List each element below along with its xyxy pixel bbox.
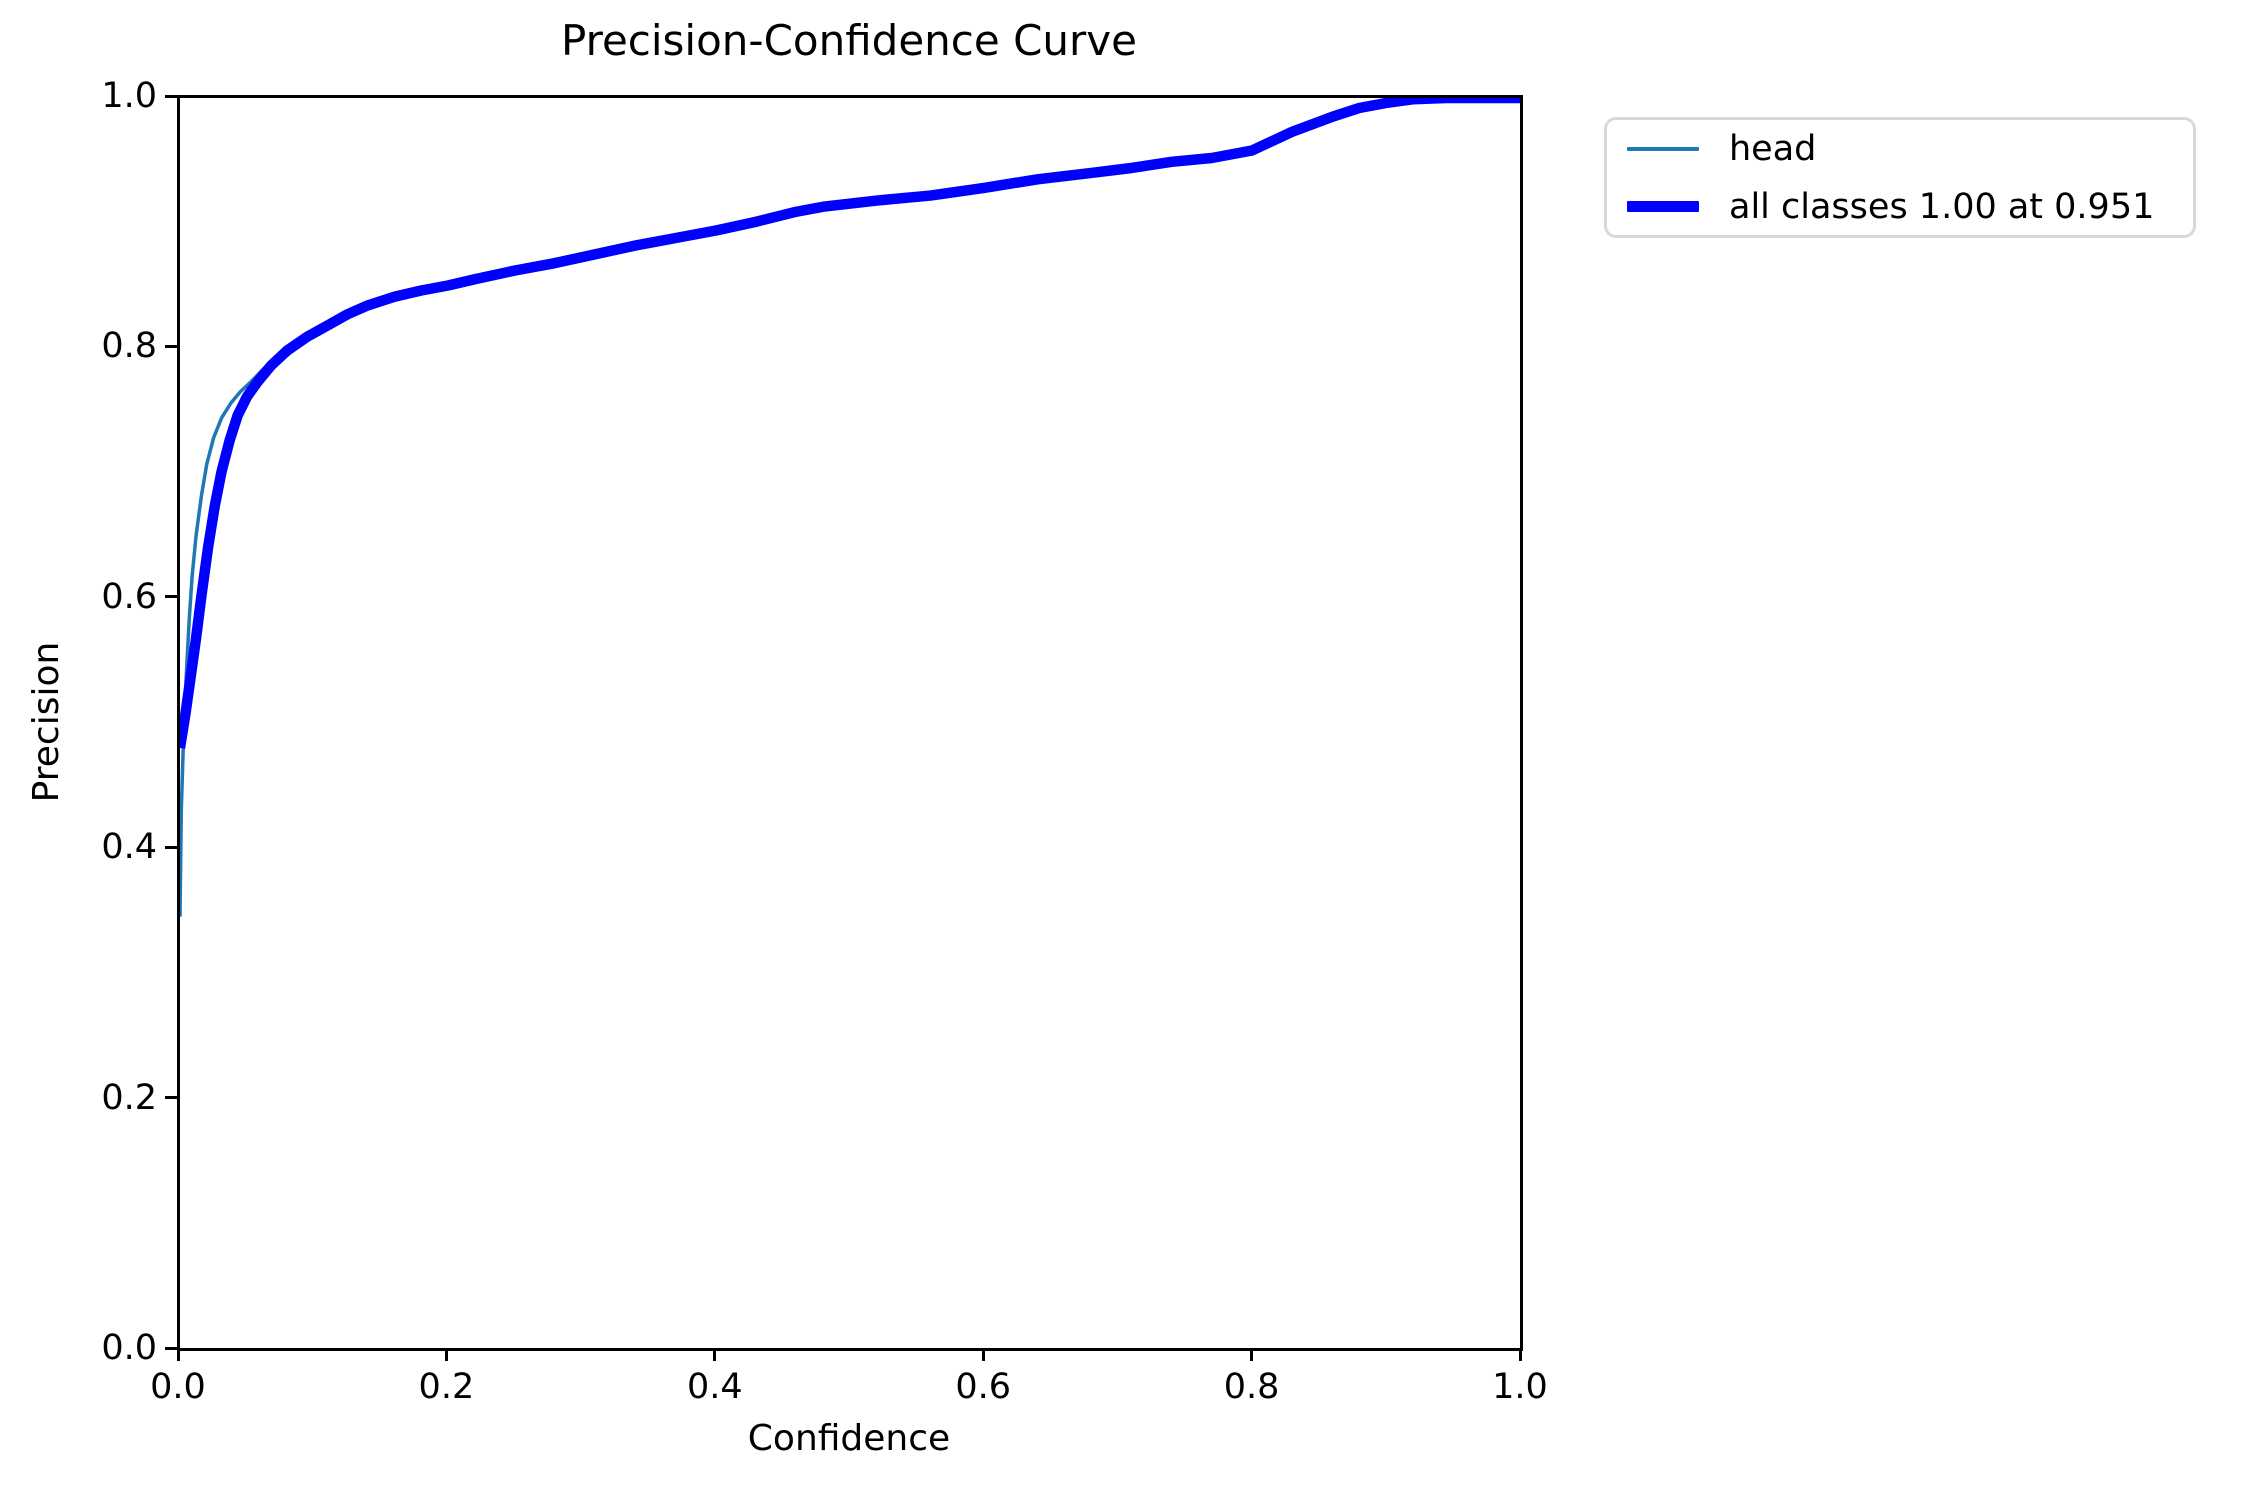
legend-label-all-classes: all classes 1.00 at 0.951 [1729,186,2155,227]
x-tick-label: 0.8 [1223,1367,1280,1407]
curves-svg [180,98,1520,917]
legend-line-sample-all-classes [1627,201,1699,212]
chart-title: Precision-Confidence Curve [561,16,1137,65]
y-tick-mark [165,344,178,348]
x-tick-mark [1518,1348,1522,1361]
y-axis-label: Precision [26,641,67,803]
series-line-all-classes [180,98,1520,749]
x-tick-mark [1250,1348,1254,1361]
y-tick-label: 0.0 [101,1328,157,1368]
legend-label-head: head [1729,128,1817,169]
x-tick-label: 0.0 [150,1367,206,1407]
series-line-head [180,98,1520,917]
y-tick-label: 0.4 [101,827,157,868]
x-tick-mark [713,1348,717,1361]
x-tick-mark [981,1348,985,1361]
y-tick-mark [165,595,178,599]
x-axis-label: Confidence [747,1418,951,1459]
legend-row-head: head [1627,128,2173,170]
plot-area [177,95,1523,1351]
y-tick-label: 1.0 [101,76,157,116]
legend-row-all-classes: all classes 1.00 at 0.951 [1627,186,2173,228]
y-tick-label: 0.8 [101,326,157,367]
y-tick-mark [165,1346,178,1350]
y-tick-mark [165,845,178,849]
x-tick-label: 0.4 [686,1367,743,1407]
x-tick-label: 0.2 [418,1367,475,1407]
x-tick-label: 1.0 [1492,1367,1548,1407]
x-tick-mark [176,1348,180,1361]
y-tick-mark [165,94,178,98]
legend: head all classes 1.00 at 0.951 [1604,117,2196,238]
x-tick-label: 0.6 [955,1367,1012,1407]
legend-line-sample-head [1627,146,1699,151]
y-tick-mark [165,1096,178,1100]
y-tick-label: 0.2 [101,1077,157,1118]
x-tick-mark [444,1348,448,1361]
y-tick-label: 0.6 [101,576,157,617]
